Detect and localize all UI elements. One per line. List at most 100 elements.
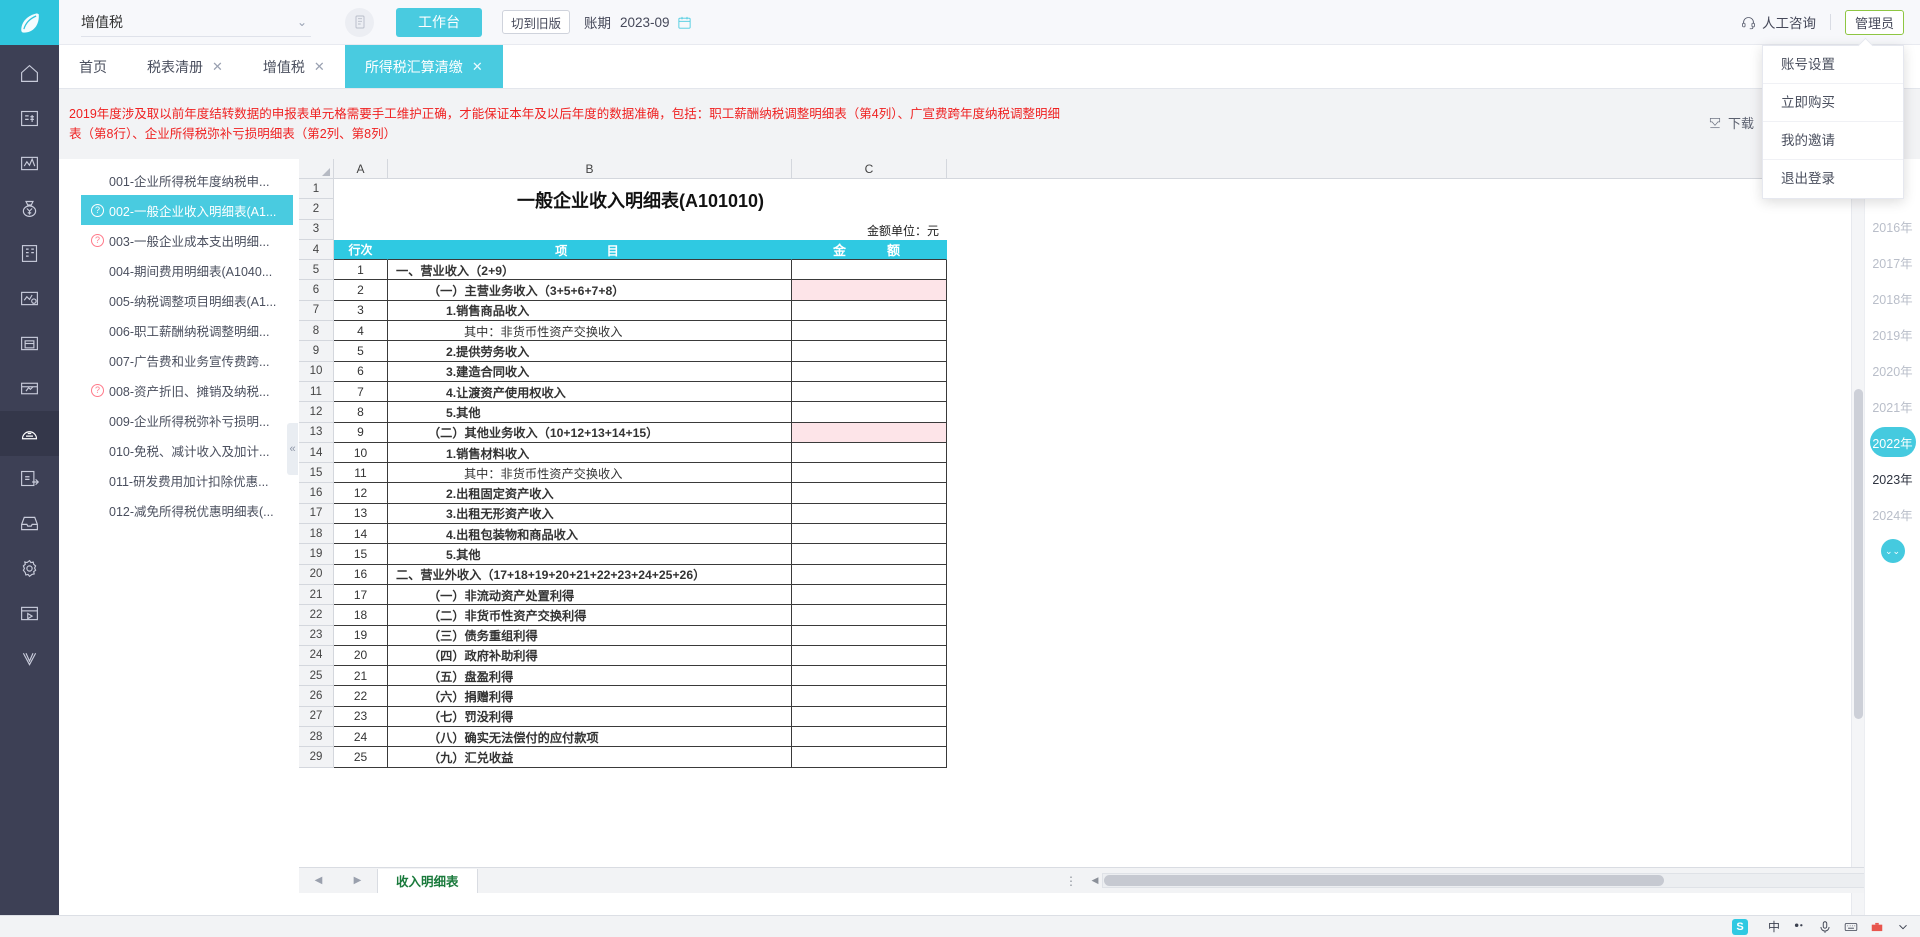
cell-b[interactable]: 2.提供劳务收入: [388, 341, 792, 362]
row-number[interactable]: 3: [299, 219, 334, 240]
cell-c[interactable]: [792, 544, 947, 565]
cell-b[interactable]: 一、营业收入（2+9）: [388, 260, 792, 281]
row-number[interactable]: 19: [299, 544, 334, 565]
cell-b[interactable]: 其中：非货币性资产交换收入: [388, 321, 792, 342]
menu-item-account-settings[interactable]: 账号设置: [1763, 46, 1903, 84]
cell-a[interactable]: 10: [334, 442, 388, 464]
tab-income-tax-settlement[interactable]: 所得税汇算清缴 ✕: [344, 45, 503, 88]
row-number[interactable]: 5: [299, 260, 334, 281]
download-button[interactable]: 下载: [1708, 113, 1754, 132]
year-option[interactable]: 2020年: [1872, 364, 1913, 379]
sheet-row[interactable]: 12 8 5.其他: [299, 402, 1920, 423]
report-list-item[interactable]: ? 003-一般企业成本支出明细...: [81, 225, 293, 255]
cell-b[interactable]: 二、营业外收入（17+18+19+20+21+22+23+24+25+26）: [388, 564, 792, 585]
sheet-row[interactable]: 17 13 3.出租无形资产收入: [299, 503, 1920, 525]
sheet-row[interactable]: 21 17 （一）非流动资产处置利得: [299, 584, 1920, 606]
cell-c[interactable]: [792, 645, 947, 667]
cell-b[interactable]: 5.其他: [388, 544, 792, 565]
row-number[interactable]: 18: [299, 524, 334, 545]
cell-c[interactable]: [792, 666, 947, 687]
rail-item-money-bag[interactable]: [0, 186, 59, 231]
row-number[interactable]: 27: [299, 706, 334, 728]
sheet-row[interactable]: 24 20 （四）政府补助利得: [299, 645, 1920, 667]
report-list-item[interactable]: 006-职工薪酬纳税调整明细...: [81, 315, 293, 345]
document-icon[interactable]: [345, 7, 374, 37]
row-number[interactable]: 7: [299, 300, 334, 322]
cell-c[interactable]: [792, 605, 947, 626]
menu-item-buy-now[interactable]: 立即购买: [1763, 84, 1903, 122]
cell-a[interactable]: 14: [334, 524, 388, 545]
hscrollbar-thumb[interactable]: [1104, 875, 1664, 886]
sheet-row[interactable]: 3: [299, 219, 1920, 240]
cell-c[interactable]: [792, 503, 947, 525]
prev-sheet-icon[interactable]: ◀: [314, 875, 323, 886]
cell-c[interactable]: [792, 706, 947, 728]
year-scrollbar-thumb[interactable]: [1854, 389, 1863, 719]
report-list-item[interactable]: 001-企业所得税年度纳税申...: [81, 165, 293, 195]
keyboard-icon[interactable]: [1844, 920, 1858, 934]
calendar-icon[interactable]: [677, 15, 692, 30]
tax-type-select[interactable]: 增值税 ⌄: [81, 7, 311, 37]
sheet-row[interactable]: 19 15 5.其他: [299, 544, 1920, 565]
cell-c[interactable]: [792, 463, 947, 484]
menu-item-my-invitation[interactable]: 我的邀请: [1763, 122, 1903, 160]
report-list-item[interactable]: 005-纳税调整项目明细表(A1...: [81, 285, 293, 315]
sheet-row[interactable]: 23 19 （三）债务重组利得: [299, 625, 1920, 646]
sheet-row[interactable]: 14 10 1.销售材料收入: [299, 442, 1920, 464]
cell-a[interactable]: 18: [334, 605, 388, 626]
cell-c[interactable]: [792, 260, 947, 281]
row-number[interactable]: 17: [299, 503, 334, 525]
cell-c[interactable]: [792, 584, 947, 606]
row-number[interactable]: 11: [299, 381, 334, 403]
sheet-row[interactable]: 13 9 （二）其他业务收入（10+12+13+14+15）: [299, 422, 1920, 443]
cell-b[interactable]: 其中：非货币性资产交换收入: [388, 463, 792, 484]
cell-c[interactable]: [792, 381, 947, 403]
report-list-item[interactable]: 012-减免所得税优惠明细表(...: [81, 495, 293, 525]
ime-menu-icon[interactable]: [1896, 920, 1910, 934]
cell-b[interactable]: 2.出租固定资产收入: [388, 483, 792, 504]
rail-item-v-brand[interactable]: [0, 636, 59, 681]
cell-b[interactable]: （一）主营业务收入（3+5+6+7+8）: [388, 280, 792, 301]
rail-item-video[interactable]: [0, 591, 59, 636]
row-number[interactable]: 9: [299, 341, 334, 362]
row-number[interactable]: 25: [299, 666, 334, 687]
admin-user-button[interactable]: 管理员: [1844, 9, 1904, 35]
year-option[interactable]: 2022年: [1869, 427, 1916, 457]
cell-a[interactable]: 16: [334, 564, 388, 585]
ime-punctuation-icon[interactable]: [1792, 920, 1806, 934]
rail-item-storage[interactable]: [0, 366, 59, 411]
row-number[interactable]: 29: [299, 747, 334, 768]
cell-b[interactable]: 3.出租无形资产收入: [388, 503, 792, 525]
cell-a[interactable]: 8: [334, 402, 388, 423]
sheet-grid[interactable]: 1 2 3 4 行次项 目金 额 5 1 一、营业收入（2+9） 6 2 （一）主营业务收入（3+5…: [299, 179, 1920, 915]
rail-item-report-view[interactable]: [0, 276, 59, 321]
row-number[interactable]: 14: [299, 442, 334, 464]
cell-b[interactable]: 1.销售材料收入: [388, 442, 792, 464]
year-option[interactable]: 2024年: [1872, 508, 1913, 523]
cell-c[interactable]: [792, 422, 947, 443]
cell-c[interactable]: [792, 321, 947, 342]
cell-b[interactable]: （九）汇兑收益: [388, 747, 792, 768]
sheet-row[interactable]: 1: [299, 179, 1920, 200]
year-option[interactable]: 2017年: [1872, 256, 1913, 271]
year-option[interactable]: 2016年: [1872, 220, 1913, 235]
sheet-row[interactable]: 27 23 （七）罚没利得: [299, 706, 1920, 728]
switch-old-version-button[interactable]: 切到旧版: [502, 10, 571, 34]
cell-b[interactable]: （三）债务重组利得: [388, 625, 792, 646]
sheet-row[interactable]: 6 2 （一）主营业务收入（3+5+6+7+8）: [299, 280, 1920, 301]
cell-a[interactable]: 7: [334, 381, 388, 403]
cell-b[interactable]: （一）非流动资产处置利得: [388, 584, 792, 606]
column-header-a[interactable]: A: [334, 159, 388, 179]
cell-a[interactable]: 9: [334, 422, 388, 443]
row-number[interactable]: 26: [299, 686, 334, 707]
cell-c[interactable]: 金 额: [792, 239, 947, 261]
cell-c[interactable]: [792, 747, 947, 768]
sheet-row[interactable]: 22 18 （二）非货币性资产交换利得: [299, 605, 1920, 626]
row-number[interactable]: 12: [299, 402, 334, 423]
collapse-sidebar-handle[interactable]: «: [287, 423, 298, 475]
cell-b[interactable]: 1.销售商品收入: [388, 300, 792, 322]
next-sheet-icon[interactable]: ▶: [353, 875, 362, 886]
tab-home[interactable]: 首页: [59, 45, 127, 88]
cell-a[interactable]: 4: [334, 321, 388, 342]
row-number[interactable]: 4: [299, 239, 334, 261]
